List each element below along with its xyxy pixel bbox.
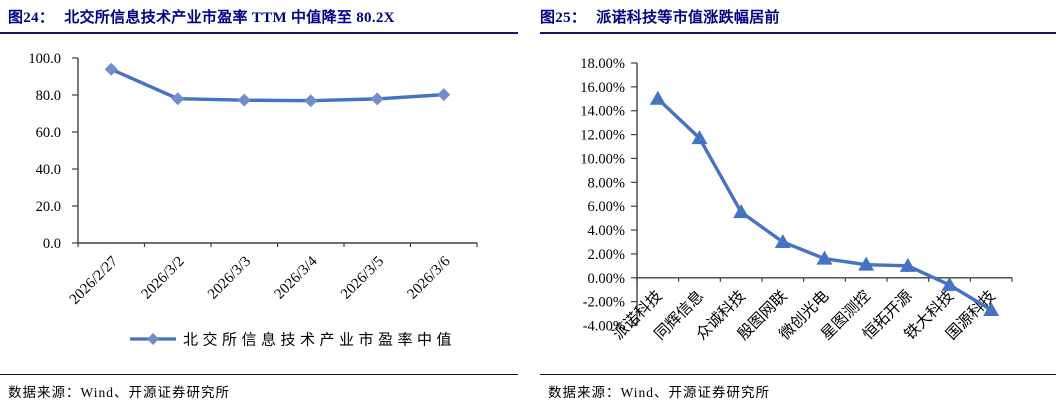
legend-diamond-marker <box>147 333 159 345</box>
y-tick-label: 40.0 <box>36 162 61 178</box>
figure25-title-underline <box>540 32 1056 34</box>
data-point-marker <box>941 276 958 291</box>
y-tick-label: 2.00% <box>588 247 625 263</box>
data-point-marker <box>437 88 451 102</box>
x-category-label: 2026/3/4 <box>272 253 321 302</box>
figure24-title: 北交所信息技术产业市盈率 TTM 中值降至 80.2X <box>64 10 395 26</box>
data-point-marker <box>304 94 318 108</box>
data-point-marker <box>370 92 384 106</box>
y-tick-label: 0.0 <box>43 236 61 252</box>
data-point-marker <box>774 233 791 248</box>
data-point-marker <box>816 250 833 265</box>
figure24-title-underline <box>0 32 518 34</box>
x-category-label: 2026/3/6 <box>405 253 454 302</box>
figure-panel-25: 图25： 派诺科技等市值涨跌幅居前 -4.00% -2.00% 0.00% 2.00% 4… <box>530 0 1061 406</box>
y-tick-label: -4.00% <box>583 319 625 335</box>
y-tick-label: 14.00% <box>580 104 625 120</box>
data-point-marker <box>237 93 251 107</box>
data-point-marker <box>983 301 1000 316</box>
data-point-marker <box>649 90 666 105</box>
y-tick-label: 18.00% <box>580 56 625 72</box>
y-tick-label: 20.0 <box>36 199 61 215</box>
x-category-label: 2026/2/27 <box>67 253 122 308</box>
y-tick-label: 16.00% <box>580 80 625 96</box>
y-tick-label: -2.00% <box>583 295 625 311</box>
figure24-heading: 图24： 北交所信息技术产业市盈率 TTM 中值降至 80.2X <box>8 6 395 27</box>
figure-panel-24: 图24： 北交所信息技术产业市盈率 TTM 中值降至 80.2X 0.0 20.0 4… <box>0 0 530 406</box>
y-tick-label: 4.00% <box>588 223 625 239</box>
data-point-marker <box>733 204 750 219</box>
market-cap-change-line-chart: -4.00% -2.00% 0.00% 2.00% 4.00% 6.00% 8.00% 10.… <box>580 56 1013 343</box>
figure25-data-source: 数据来源：Wind、开源证券研究所 <box>548 385 770 400</box>
figure25-title: 派诺科技等市值涨跌幅居前 <box>596 10 780 26</box>
legend-label: 北交所信息技术产业市盈率中值 <box>183 331 456 349</box>
figure24-number: 图24： <box>8 10 55 26</box>
y-tick-label: 100.0 <box>28 51 61 67</box>
y-tick-label: 8.00% <box>588 175 625 191</box>
data-point-marker <box>171 92 185 106</box>
figure24-source-divider <box>0 374 518 375</box>
data-point-marker <box>858 256 875 271</box>
x-category-label: 2026/3/2 <box>139 254 188 303</box>
figure25-source-divider <box>540 374 1056 375</box>
series-line <box>109 67 446 103</box>
y-tick-label: 12.00% <box>580 128 625 144</box>
figure24-data-source: 数据来源：Wind、开源证券研究所 <box>8 385 230 400</box>
data-point-marker <box>104 62 118 76</box>
figure25-heading: 图25： 派诺科技等市值涨跌幅居前 <box>540 6 780 27</box>
pe-ttm-line-chart: 0.0 20.0 40.0 60.0 80.0 100.0 2026/2/27 2026/3/… <box>28 51 478 349</box>
y-tick-label: 60.0 <box>36 125 61 141</box>
y-tick-label: 0.00% <box>588 271 625 287</box>
y-tick-label: 80.0 <box>36 88 61 104</box>
x-category-label: 2026/3/3 <box>205 254 254 303</box>
x-category-label: 2026/3/5 <box>338 254 387 303</box>
data-point-marker <box>691 130 708 145</box>
y-tick-label: 6.00% <box>588 199 625 215</box>
y-tick-label: 10.00% <box>580 151 625 167</box>
figure25-number: 图25： <box>540 10 587 26</box>
data-point-marker <box>899 257 916 272</box>
